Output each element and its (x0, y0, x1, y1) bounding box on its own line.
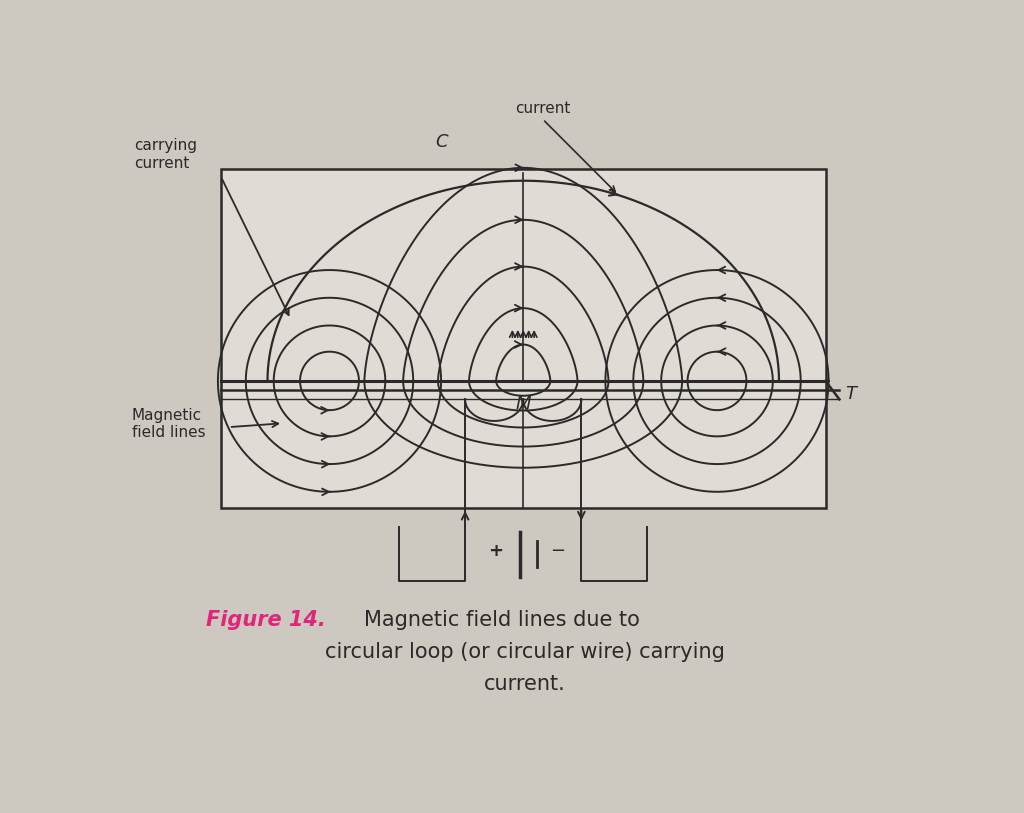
Text: M: M (515, 395, 531, 413)
Text: current.: current. (484, 674, 565, 694)
Text: Magnetic field lines due to: Magnetic field lines due to (365, 610, 640, 629)
Text: Figure 14.: Figure 14. (206, 610, 326, 629)
Text: carrying
current: carrying current (134, 138, 198, 171)
Text: −: − (551, 542, 565, 560)
Text: circular loop (or circular wire) carrying: circular loop (or circular wire) carryin… (325, 642, 725, 662)
FancyBboxPatch shape (221, 169, 825, 508)
Text: Magnetic
field lines: Magnetic field lines (132, 408, 206, 441)
Text: C: C (435, 133, 449, 151)
Text: +: + (488, 542, 504, 560)
Text: current: current (515, 102, 570, 116)
Text: T: T (845, 385, 856, 403)
